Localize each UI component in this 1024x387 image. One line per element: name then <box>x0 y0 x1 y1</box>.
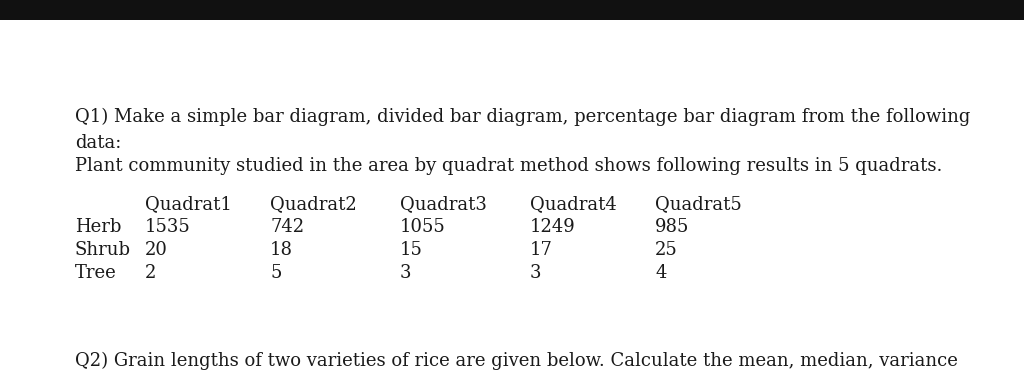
Text: 1249: 1249 <box>530 218 575 236</box>
Text: 18: 18 <box>270 241 293 259</box>
Text: 20: 20 <box>145 241 168 259</box>
Text: 1055: 1055 <box>400 218 445 236</box>
Text: 985: 985 <box>655 218 689 236</box>
Text: 15: 15 <box>400 241 423 259</box>
Text: 742: 742 <box>270 218 304 236</box>
Text: data:: data: <box>75 134 122 152</box>
Text: 1535: 1535 <box>145 218 190 236</box>
Bar <box>0 0 1024 20</box>
Text: Q1) Make a simple bar diagram, divided bar diagram, percentage bar diagram from : Q1) Make a simple bar diagram, divided b… <box>75 108 971 126</box>
Text: Quadrat2: Quadrat2 <box>270 195 356 213</box>
Text: Shrub: Shrub <box>75 241 131 259</box>
Text: Quadrat4: Quadrat4 <box>530 195 616 213</box>
Text: Q2) Grain lengths of two varieties of rice are given below. Calculate the mean, : Q2) Grain lengths of two varieties of ri… <box>75 352 957 370</box>
Text: Tree: Tree <box>75 264 117 282</box>
Text: 3: 3 <box>530 264 542 282</box>
Text: Plant community studied in the area by quadrat method shows following results in: Plant community studied in the area by q… <box>75 157 942 175</box>
Text: 4: 4 <box>655 264 667 282</box>
Text: 2: 2 <box>145 264 157 282</box>
Text: Quadrat3: Quadrat3 <box>400 195 486 213</box>
Text: 25: 25 <box>655 241 678 259</box>
Text: 3: 3 <box>400 264 412 282</box>
Text: Quadrat5: Quadrat5 <box>655 195 741 213</box>
Text: 17: 17 <box>530 241 553 259</box>
Text: Herb: Herb <box>75 218 122 236</box>
Text: 5: 5 <box>270 264 282 282</box>
Text: Quadrat1: Quadrat1 <box>145 195 231 213</box>
